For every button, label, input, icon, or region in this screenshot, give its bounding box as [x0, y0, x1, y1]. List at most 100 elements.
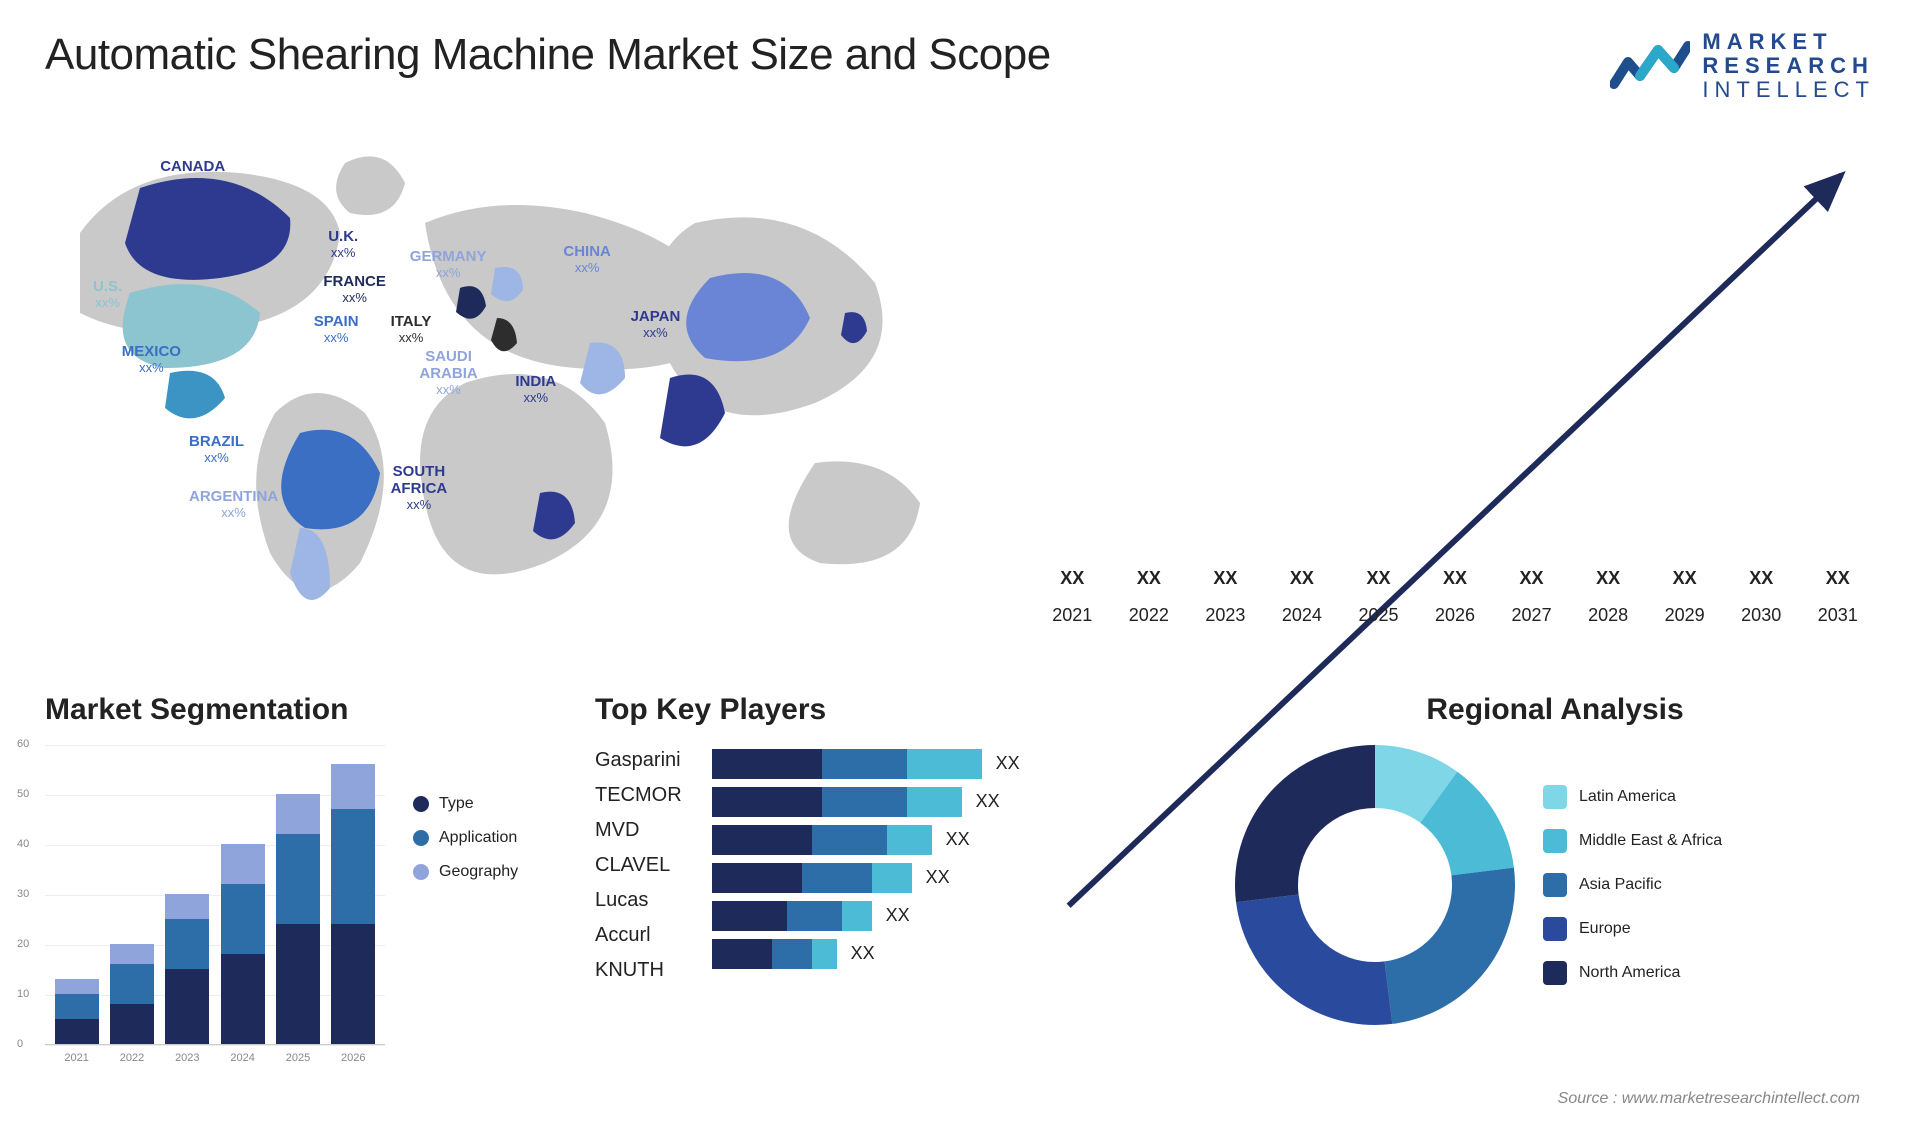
players-name-list: Gasparini TECMOR MVD CLAVEL Lucas Accurl KNUTH	[595, 745, 682, 982]
forecast-value-label: XX	[1041, 568, 1104, 589]
forecast-value-label: XX	[1806, 568, 1869, 589]
player-name: Gasparini	[595, 749, 682, 772]
map-label: ARGENTINAxx%	[189, 488, 278, 521]
regional-legend-item: Latin America	[1543, 785, 1722, 809]
forecast-value-label: XX	[1347, 568, 1410, 589]
player-name: MVD	[595, 819, 682, 842]
segmentation-legend: Type Application Geography	[413, 745, 518, 881]
forecast-value-label: XX	[1730, 568, 1793, 589]
regional-panel: Regional Analysis Latin America Middle Ea…	[1235, 693, 1875, 1045]
forecast-value-label: XX	[1271, 568, 1334, 589]
map-label: SOUTH AFRICAxx%	[391, 463, 448, 513]
player-bar-row: XX	[712, 825, 1020, 855]
player-value-label: XX	[851, 943, 875, 964]
map-label: CHINAxx%	[563, 243, 611, 276]
logo-line-2: RESEARCH	[1702, 54, 1875, 78]
map-label: BRAZILxx%	[189, 433, 244, 466]
map-label: JAPANxx%	[631, 308, 681, 341]
player-name: Lucas	[595, 889, 682, 912]
map-label: SPAINxx%	[314, 313, 359, 346]
seg-y-tick: 40	[17, 838, 29, 850]
forecast-x-label: 2025	[1347, 605, 1410, 626]
regional-legend: Latin America Middle East & Africa Asia Pa…	[1543, 785, 1722, 985]
forecast-x-label: 2031	[1806, 605, 1869, 626]
segmentation-legend-item: Geography	[413, 863, 518, 881]
segmentation-bar: 2021	[55, 979, 99, 1044]
player-name: KNUTH	[595, 959, 682, 982]
regional-legend-item: Asia Pacific	[1543, 873, 1722, 897]
player-value-label: XX	[886, 905, 910, 926]
world-map: CANADAxx% U.S.xx% MEXICOxx% BRAZILxx% ARGENT…	[45, 133, 1005, 633]
forecast-x-label: 2027	[1500, 605, 1563, 626]
seg-y-tick: 10	[17, 988, 29, 1000]
forecast-chart: 2021XX2022XX2023XX2024XX2025XX2026XX2027…	[1035, 133, 1875, 633]
forecast-value-label: XX	[1118, 568, 1181, 589]
forecast-x-label: 2024	[1271, 605, 1334, 626]
map-label: MEXICOxx%	[122, 343, 181, 376]
brand-logo: MARKET RESEARCH INTELLECT	[1610, 30, 1875, 103]
map-label: ITALYxx%	[391, 313, 432, 346]
seg-x-label: 2025	[276, 1052, 320, 1064]
seg-x-label: 2024	[221, 1052, 265, 1064]
forecast-value-label: XX	[1424, 568, 1487, 589]
player-name: Accurl	[595, 924, 682, 947]
seg-x-label: 2023	[165, 1052, 209, 1064]
map-label: CANADAxx%	[160, 158, 225, 191]
segmentation-bar: 2026	[331, 764, 375, 1044]
player-value-label: XX	[976, 791, 1000, 812]
seg-y-tick: 30	[17, 888, 29, 900]
player-bar-row: XX	[712, 749, 1020, 779]
segmentation-legend-item: Type	[413, 795, 518, 813]
players-bar-chart: XX XX XX XX XX XX	[712, 745, 1020, 969]
player-bar-row: XX	[712, 901, 1020, 931]
forecast-value-label: XX	[1194, 568, 1257, 589]
player-name: CLAVEL	[595, 854, 682, 877]
seg-y-tick: 20	[17, 938, 29, 950]
seg-y-tick: 50	[17, 788, 29, 800]
player-bar-row: XX	[712, 863, 1020, 893]
player-bar-row: XX	[712, 939, 1020, 969]
forecast-x-label: 2026	[1424, 605, 1487, 626]
logo-line-3: INTELLECT	[1702, 78, 1875, 102]
forecast-value-label: XX	[1577, 568, 1640, 589]
page-title: Automatic Shearing Machine Market Size a…	[45, 30, 1051, 80]
forecast-value-label: XX	[1500, 568, 1563, 589]
regional-legend-item: North America	[1543, 961, 1722, 985]
player-bar-row: XX	[712, 787, 1020, 817]
segmentation-panel: Market Segmentation 01020304050602021202…	[45, 693, 565, 1045]
seg-y-tick: 0	[17, 1038, 23, 1050]
segmentation-bar: 2022	[110, 944, 154, 1044]
forecast-x-label: 2021	[1041, 605, 1104, 626]
seg-x-label: 2026	[331, 1052, 375, 1064]
segmentation-legend-item: Application	[413, 829, 518, 847]
segmentation-bar: 2025	[276, 794, 320, 1044]
regional-title: Regional Analysis	[1235, 693, 1875, 727]
forecast-x-label: 2023	[1194, 605, 1257, 626]
key-players-panel: Top Key Players Gasparini TECMOR MVD CLAVEL…	[595, 693, 1205, 1045]
key-players-title: Top Key Players	[595, 693, 1205, 727]
regional-legend-item: Europe	[1543, 917, 1722, 941]
map-label: GERMANYxx%	[410, 248, 487, 281]
segmentation-chart: 0102030405060202120222023202420252026	[45, 745, 385, 1045]
forecast-x-label: 2028	[1577, 605, 1640, 626]
segmentation-title: Market Segmentation	[45, 693, 565, 727]
source-line: Source : www.marketresearchintellect.com	[1558, 1090, 1860, 1108]
map-label: SAUDI ARABIAxx%	[419, 348, 477, 398]
forecast-value-label: XX	[1653, 568, 1716, 589]
player-value-label: XX	[946, 829, 970, 850]
brand-mark-icon	[1610, 40, 1690, 92]
forecast-x-label: 2030	[1730, 605, 1793, 626]
map-label: FRANCExx%	[323, 273, 386, 306]
player-name: TECMOR	[595, 784, 682, 807]
regional-legend-item: Middle East & Africa	[1543, 829, 1722, 853]
forecast-x-label: 2029	[1653, 605, 1716, 626]
seg-x-label: 2021	[55, 1052, 99, 1064]
seg-x-label: 2022	[110, 1052, 154, 1064]
map-label: U.K.xx%	[328, 228, 358, 261]
map-label: U.S.xx%	[93, 278, 122, 311]
player-value-label: XX	[996, 753, 1020, 774]
seg-y-tick: 60	[17, 738, 29, 750]
player-value-label: XX	[926, 867, 950, 888]
segmentation-bar: 2023	[165, 894, 209, 1044]
segmentation-bar: 2024	[221, 844, 265, 1044]
